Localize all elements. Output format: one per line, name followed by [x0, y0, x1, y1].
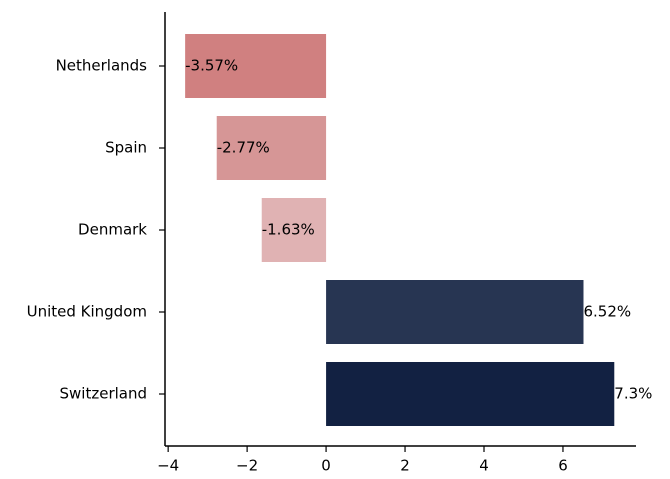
x-tick-label: 2 — [400, 457, 410, 475]
x-tick-label: 4 — [479, 457, 489, 475]
value-label: -3.57% — [185, 57, 238, 75]
y-tick-label: United Kingdom — [27, 303, 147, 321]
bar — [216, 116, 327, 180]
bar — [326, 280, 584, 344]
x-tick-label: −2 — [236, 457, 258, 475]
value-label: -1.63% — [262, 221, 315, 239]
x-tick-label: 0 — [321, 457, 331, 475]
x-tick-label: 6 — [558, 457, 568, 475]
y-tick-label: Switzerland — [60, 385, 148, 403]
y-tick-label: Netherlands — [56, 57, 148, 75]
x-tick-label: −4 — [157, 457, 179, 475]
value-label: 7.3% — [614, 385, 652, 403]
value-label: 6.52% — [583, 303, 631, 321]
bar — [326, 362, 615, 426]
bar — [261, 198, 327, 262]
y-tick-label: Spain — [105, 139, 147, 157]
value-label: -2.77% — [217, 139, 270, 157]
bar — [185, 34, 327, 98]
y-tick-label: Denmark — [78, 221, 147, 239]
